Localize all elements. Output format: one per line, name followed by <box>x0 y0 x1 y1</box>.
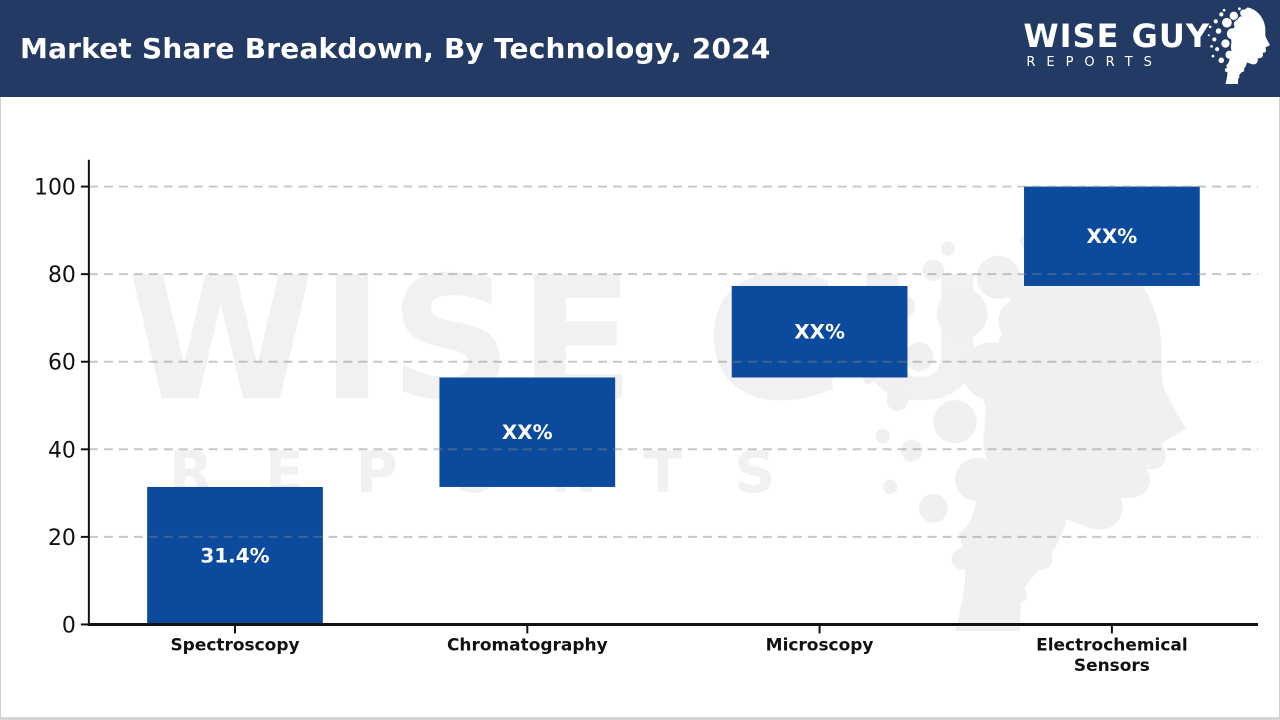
chart-region: WISE GUY REPORTS 31.4%XX%XX%XX%020406080… <box>0 97 1280 720</box>
chart-title: Market Share Breakdown, By Technology, 2… <box>20 32 771 65</box>
bar-value-label: XX% <box>502 421 553 444</box>
waterfall-plot: 31.4% XX% XX% XX% 0 20 40 60 80 100 Spectroscopy Ch… <box>34 159 1259 675</box>
wiseguy-logo-text: WISE GUY REPORTS <box>1023 20 1210 70</box>
header-bar: Market Share Breakdown, By Technology, 2… <box>0 0 1280 97</box>
y-tick-label: 80 <box>48 263 76 288</box>
bar-spectroscopy <box>147 486 323 625</box>
x-category-label: Microscopy <box>766 634 874 654</box>
y-tick-label: 60 <box>48 351 76 376</box>
bar-value-label: XX% <box>1087 225 1138 248</box>
x-category-label: Electrochemical Sensors <box>1036 634 1188 675</box>
bar-chromatography <box>439 377 616 487</box>
x-category-label: Chromatography <box>447 634 608 654</box>
bar-electrochemical-sensors <box>1024 186 1200 286</box>
wiseguy-logo: WISE GUY REPORTS <box>1023 6 1270 84</box>
logo-reports-text: REPORTS <box>1026 54 1163 70</box>
watermark-name-text: WISE GUY <box>127 241 1125 439</box>
y-tick-label: 40 <box>48 438 76 463</box>
bar-value-label: XX% <box>794 321 845 344</box>
logo-name-text: WISE GUY <box>1023 17 1210 56</box>
x-category-label: Spectroscopy <box>170 634 299 654</box>
y-tick-label: 20 <box>48 526 76 551</box>
wiseguy-head-icon <box>1207 7 1270 84</box>
bar-microscopy <box>731 285 908 378</box>
y-tick-label: 100 <box>34 176 76 201</box>
bar-value-label: 31.4% <box>200 545 269 568</box>
y-tick-label: 0 <box>62 613 76 638</box>
